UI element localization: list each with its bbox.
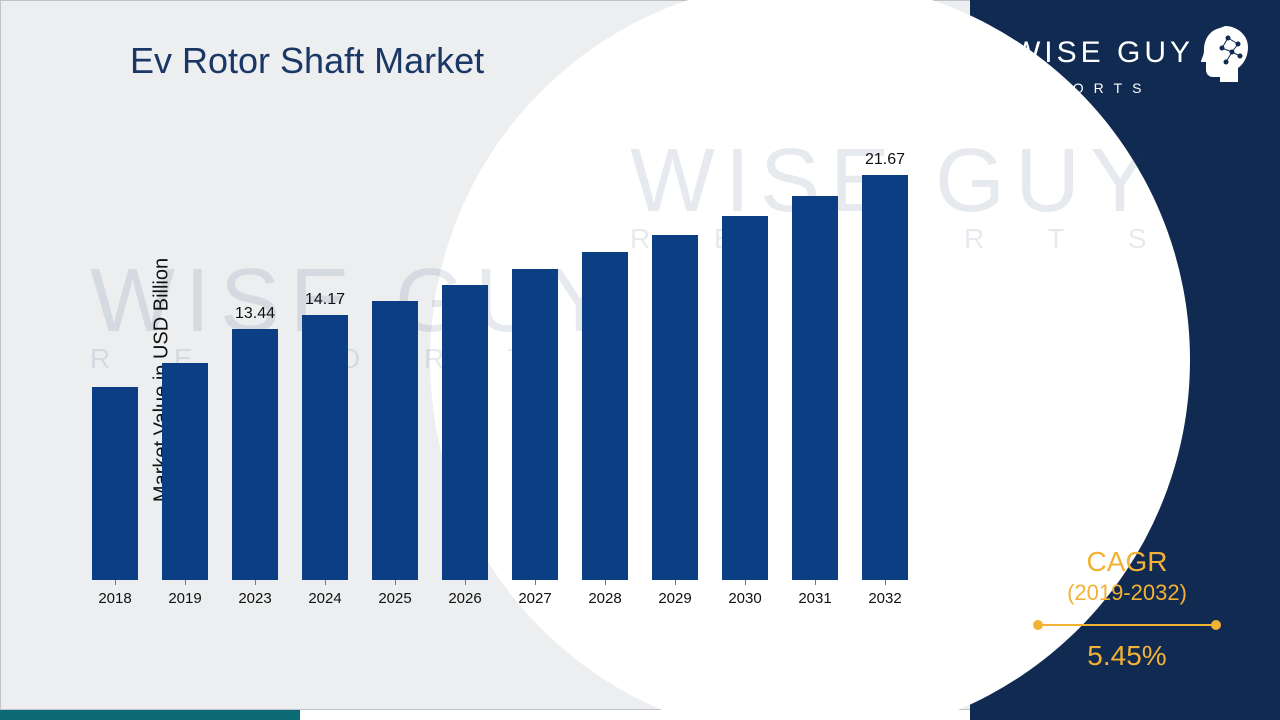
cagr-range: (2019-2032) <box>1022 580 1232 606</box>
logo-main-row: WISE GUY <box>1012 24 1252 82</box>
x-tick: 2032 <box>850 584 920 607</box>
bar-slot: 14.17 <box>290 150 360 580</box>
x-tick: 2019 <box>150 584 220 607</box>
x-tick: 2030 <box>710 584 780 607</box>
chart-title: Ev Rotor Shaft Market <box>130 40 484 82</box>
bar <box>372 301 418 581</box>
bar <box>442 285 488 580</box>
bar-slot: 13.44 <box>220 150 290 580</box>
cagr-value: 5.45% <box>1022 640 1232 672</box>
logo-text-sub: REPORTS <box>1014 80 1252 96</box>
x-tick: 2018 <box>80 584 150 607</box>
x-tick: 2025 <box>360 584 430 607</box>
plot-area: 13.44 14.17 21.67 <box>80 150 920 580</box>
bar: 21.67 <box>862 175 908 580</box>
x-tick: 2028 <box>570 584 640 607</box>
bar-value-label: 13.44 <box>235 305 275 323</box>
bar-slot: 21.67 <box>850 150 920 580</box>
bar <box>792 196 838 580</box>
bar: 13.44 <box>232 329 278 580</box>
bar-slot <box>570 150 640 580</box>
x-tick: 2031 <box>780 584 850 607</box>
bar <box>92 387 138 580</box>
bar-value-label: 14.17 <box>305 291 345 309</box>
x-tick: 2026 <box>430 584 500 607</box>
canvas: WISE GUY R E P O R T S WISE GUY R E P O … <box>0 0 1280 720</box>
head-network-icon <box>1198 24 1252 82</box>
bar: 14.17 <box>302 315 348 580</box>
cagr-block: CAGR (2019-2032) 5.45% <box>1022 546 1232 672</box>
bar-slot <box>710 150 780 580</box>
cagr-divider <box>1038 624 1216 626</box>
logo-text-main: WISE GUY <box>1012 36 1194 70</box>
bar <box>722 216 768 580</box>
x-tick: 2029 <box>640 584 710 607</box>
x-tick: 2023 <box>220 584 290 607</box>
bar-slot <box>150 150 220 580</box>
accent-strip <box>0 710 300 720</box>
bars-container: 13.44 14.17 21.67 <box>80 150 920 580</box>
bar <box>652 235 698 580</box>
bar <box>512 269 558 580</box>
bar-slot <box>780 150 850 580</box>
x-tick: 2024 <box>290 584 360 607</box>
bar-slot <box>430 150 500 580</box>
bar <box>162 363 208 580</box>
x-tick: 2027 <box>500 584 570 607</box>
bar-slot <box>640 150 710 580</box>
bar <box>582 252 628 580</box>
bar-slot <box>360 150 430 580</box>
brand-logo: WISE GUY REPORTS <box>1012 24 1252 96</box>
bar-slot <box>500 150 570 580</box>
bar-slot <box>80 150 150 580</box>
bar-value-label: 21.67 <box>865 151 905 169</box>
x-axis: 2018201920232024202520262027202820292030… <box>80 584 920 607</box>
cagr-label: CAGR <box>1022 546 1232 578</box>
